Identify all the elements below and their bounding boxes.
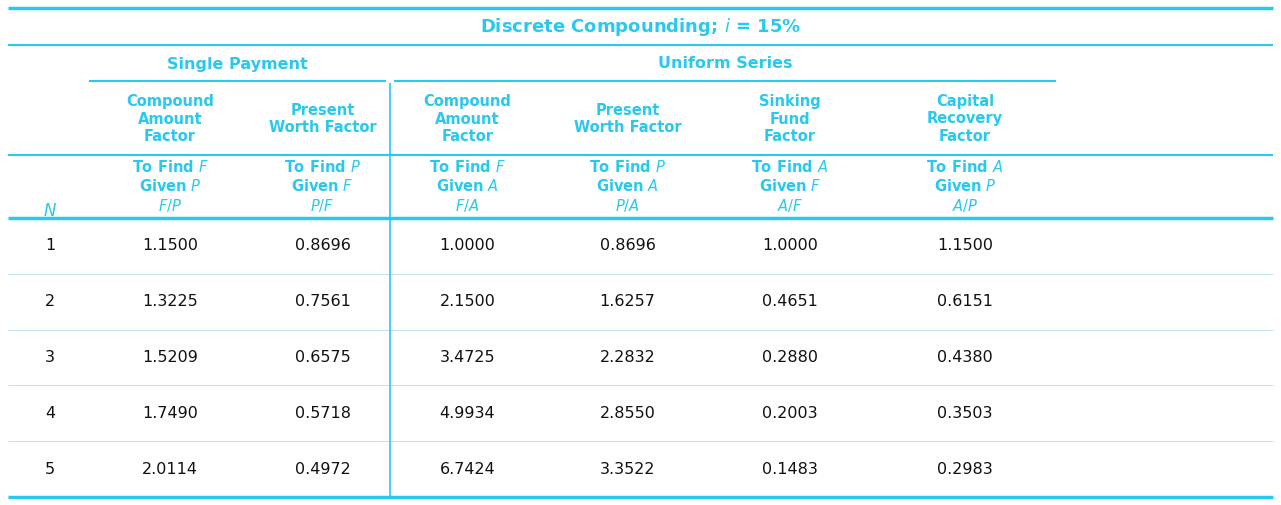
Text: 2: 2: [45, 294, 55, 309]
Text: Compound
Amount
Factor: Compound Amount Factor: [126, 94, 214, 144]
Text: 1: 1: [45, 238, 55, 254]
Text: 1.7490: 1.7490: [142, 406, 199, 421]
Text: 0.6151: 0.6151: [936, 294, 993, 309]
Text: To Find $F$
Given $A$
$F/A$: To Find $F$ Given $A$ $F/A$: [429, 159, 506, 214]
Text: 4: 4: [45, 406, 55, 421]
Text: 1.3225: 1.3225: [142, 294, 197, 309]
Text: 0.4651: 0.4651: [762, 294, 819, 309]
Text: 3: 3: [45, 350, 55, 365]
Text: 3.4725: 3.4725: [439, 350, 496, 365]
Text: 0.1483: 0.1483: [762, 462, 819, 477]
Text: To Find $P$
Given $A$
$P/A$: To Find $P$ Given $A$ $P/A$: [589, 159, 666, 214]
Text: Single Payment: Single Payment: [167, 57, 307, 72]
Text: 0.8696: 0.8696: [295, 238, 351, 254]
Text: To Find $A$
Given $P$
$A/P$: To Find $A$ Given $P$ $A/P$: [926, 159, 1003, 214]
Text: 0.4972: 0.4972: [295, 462, 351, 477]
Text: To Find $P$
Given $F$
$P/F$: To Find $P$ Given $F$ $P/F$: [284, 159, 361, 214]
Text: 0.8696: 0.8696: [600, 238, 656, 254]
Text: Discrete Compounding; $i$ = 15%: Discrete Compounding; $i$ = 15%: [480, 16, 801, 37]
Text: Capital
Recovery
Factor: Capital Recovery Factor: [927, 94, 1003, 144]
Text: 2.8550: 2.8550: [600, 406, 656, 421]
Text: 1.1500: 1.1500: [142, 238, 199, 254]
Text: 0.2983: 0.2983: [938, 462, 993, 477]
Text: Uniform Series: Uniform Series: [657, 57, 792, 72]
Text: $N$: $N$: [44, 202, 56, 220]
Text: 5: 5: [45, 462, 55, 477]
Text: 6.7424: 6.7424: [439, 462, 496, 477]
Text: Present
Worth Factor: Present Worth Factor: [269, 103, 377, 135]
Text: Compound
Amount
Factor: Compound Amount Factor: [424, 94, 511, 144]
Text: Sinking
Fund
Factor: Sinking Fund Factor: [760, 94, 821, 144]
Text: Present
Worth Factor: Present Worth Factor: [574, 103, 681, 135]
Text: 0.2880: 0.2880: [762, 350, 819, 365]
Text: 2.0114: 2.0114: [142, 462, 199, 477]
Text: 4.9934: 4.9934: [439, 406, 496, 421]
Text: 0.4380: 0.4380: [938, 350, 993, 365]
Text: 1.6257: 1.6257: [600, 294, 656, 309]
Text: 0.3503: 0.3503: [938, 406, 993, 421]
Text: 2.2832: 2.2832: [600, 350, 656, 365]
Text: 0.2003: 0.2003: [762, 406, 817, 421]
Text: 1.0000: 1.0000: [762, 238, 819, 254]
Text: To Find $A$
Given $F$
$A/F$: To Find $A$ Given $F$ $A/F$: [752, 159, 829, 214]
Text: 0.6575: 0.6575: [295, 350, 351, 365]
Text: 1.0000: 1.0000: [439, 238, 496, 254]
Text: 1.1500: 1.1500: [936, 238, 993, 254]
Text: 2.1500: 2.1500: [439, 294, 496, 309]
Text: 0.5718: 0.5718: [295, 406, 351, 421]
Text: To Find $F$
Given $P$
$F/P$: To Find $F$ Given $P$ $F/P$: [132, 159, 209, 214]
Text: 1.5209: 1.5209: [142, 350, 199, 365]
Text: 0.7561: 0.7561: [295, 294, 351, 309]
Text: 3.3522: 3.3522: [600, 462, 656, 477]
